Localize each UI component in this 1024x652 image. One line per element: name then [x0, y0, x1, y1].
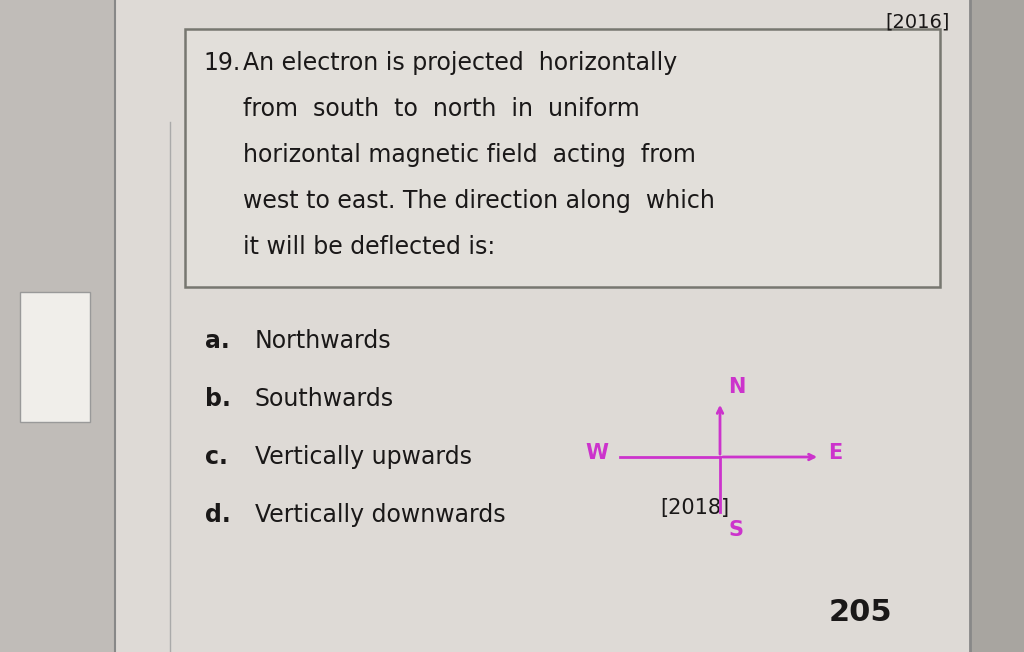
Text: S: S [728, 520, 743, 540]
Text: horizontal magnetic field  acting  from: horizontal magnetic field acting from [243, 143, 696, 167]
Text: W: W [585, 443, 608, 463]
Text: west to east. The direction along  which: west to east. The direction along which [243, 189, 715, 213]
Bar [115, 0, 985, 652]
Text: An electron is projected  horizontally: An electron is projected horizontally [243, 51, 677, 75]
Text: b.: b. [205, 387, 230, 411]
Text: c.: c. [205, 445, 228, 469]
Text: N: N [728, 377, 745, 397]
Text: 205: 205 [828, 598, 892, 627]
Text: it will be deflected is:: it will be deflected is: [243, 235, 496, 259]
Bar [0, 0, 115, 652]
Text: E: E [828, 443, 843, 463]
Text: Northwards: Northwards [255, 329, 391, 353]
Bar [20, 292, 90, 422]
Text: [2018]: [2018] [660, 498, 729, 518]
Text: Vertically upwards: Vertically upwards [255, 445, 472, 469]
Text: from  south  to  north  in  uniform: from south to north in uniform [243, 97, 640, 121]
Bar [185, 29, 940, 287]
Text: [2016]: [2016] [886, 12, 950, 31]
Bar [970, 0, 1024, 652]
Text: a.: a. [205, 329, 229, 353]
Text: d.: d. [205, 503, 230, 527]
Text: 19.: 19. [203, 51, 241, 75]
Text: Vertically downwards: Vertically downwards [255, 503, 506, 527]
Text: Southwards: Southwards [255, 387, 394, 411]
